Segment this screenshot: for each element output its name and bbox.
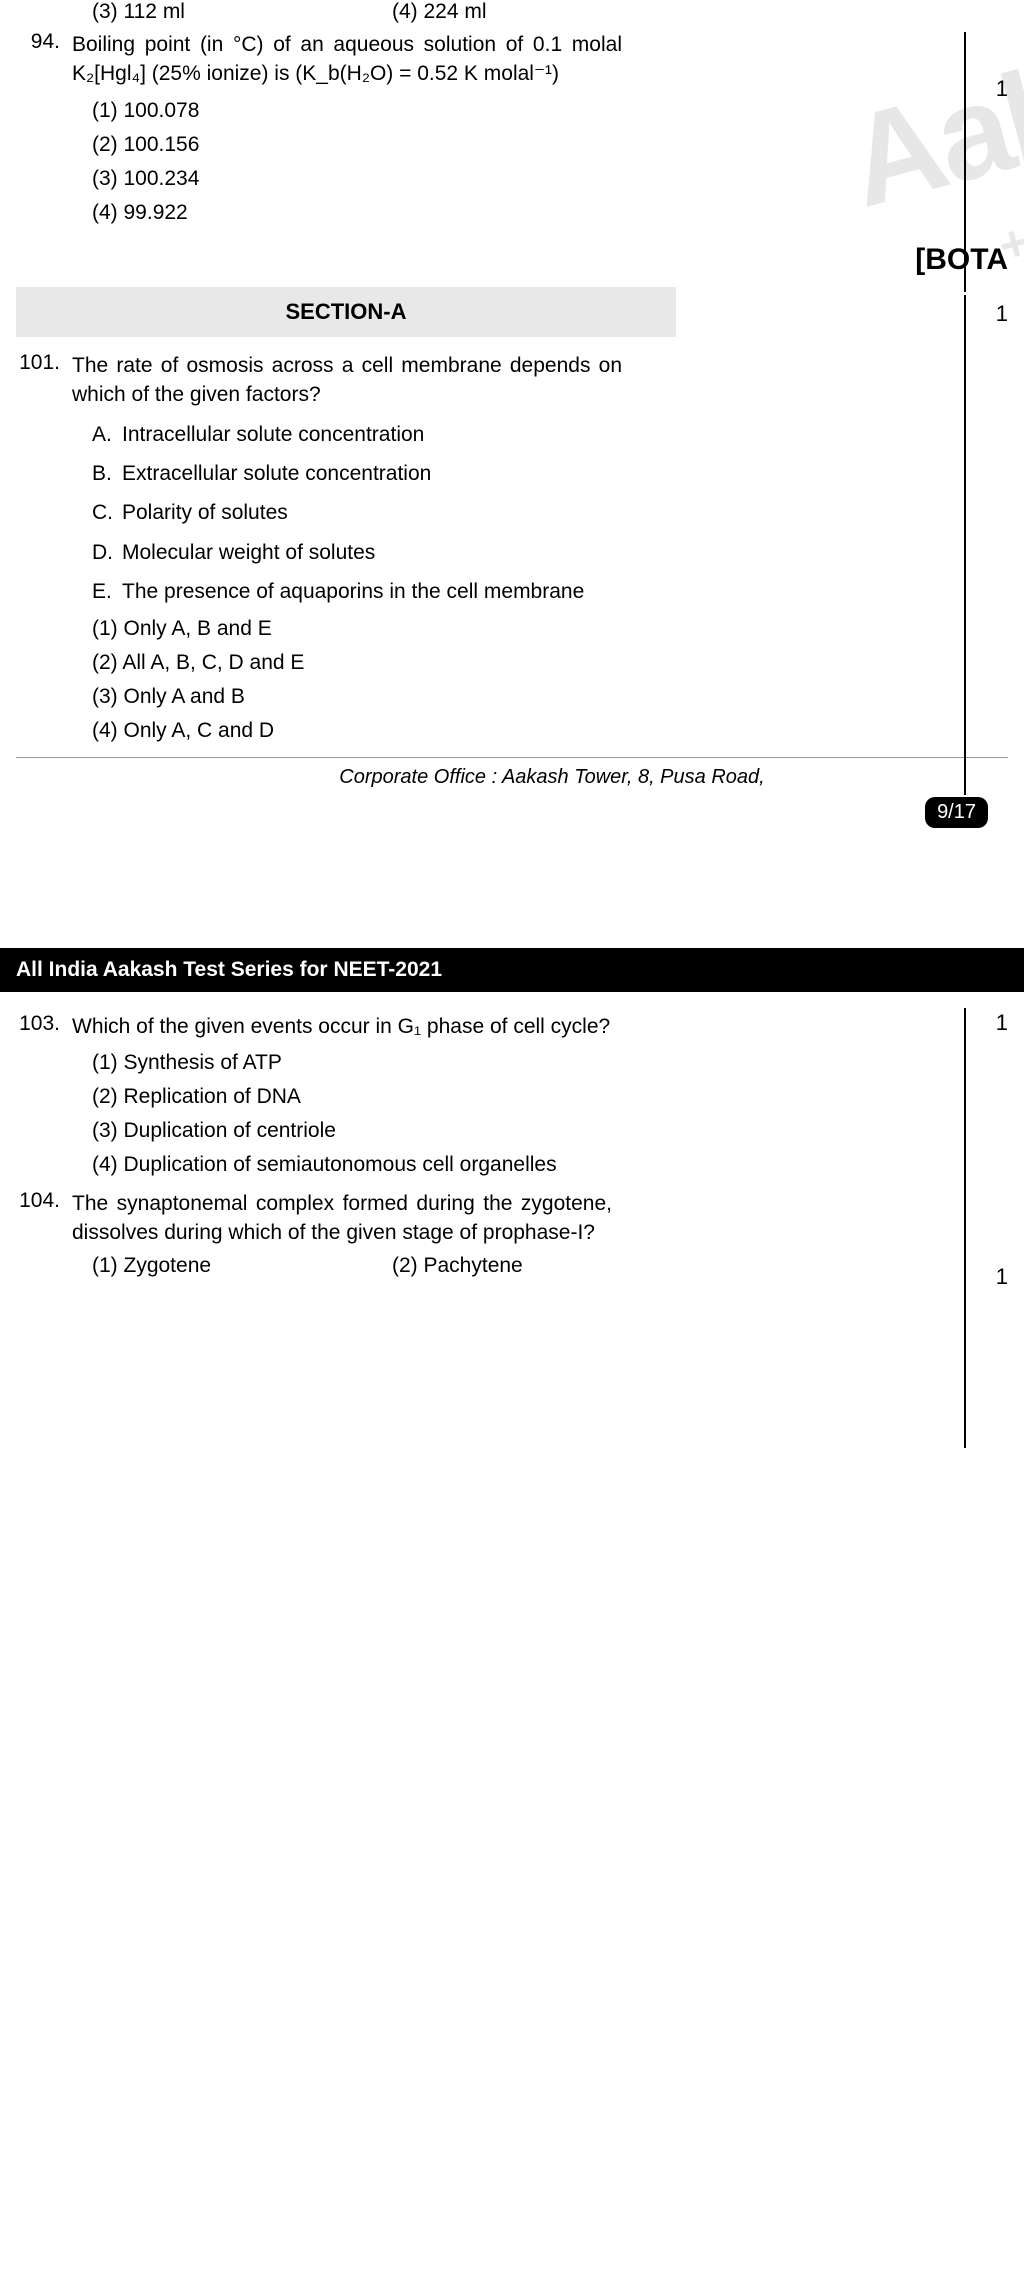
q101-text: The rate of osmosis across a cell membra… [72,351,662,410]
q101-sub-a: A.Intracellular solute concentration [92,420,1008,449]
q103-option-2: (2) Replication of DNA [92,1085,1008,1109]
q101-sub-d: D.Molecular weight of solutes [92,538,1008,567]
q103-option-3: (3) Duplication of centriole [92,1119,1008,1143]
q104-option-1: (1) Zygotene [92,1254,392,1278]
q103-option-1: (1) Synthesis of ATP [92,1051,1008,1075]
vertical-divider [964,1008,966,1448]
q93-option-4: (4) 224 ml [392,0,692,24]
q103-row: 103. Which of the given events occur in … [16,1012,1008,1041]
q94-option-2: (2) 100.156 [92,133,1008,157]
q101-options: (1) Only A, B and E (2) All A, B, C, D a… [16,617,1008,743]
q93-options-row: (3) 112 ml (4) 224 ml [16,0,1008,24]
q101-sub-b: B.Extracellular solute concentration [92,459,1008,488]
subject-header-cut: [BOTA [16,243,1008,277]
right-cut-text-section: 1 [996,301,1008,327]
q101-option-4: (4) Only A, C and D [92,719,1008,743]
q103-text: Which of the given events occur in G₁ ph… [72,1012,652,1041]
page-number-badge: 9/17 [925,797,988,828]
horizontal-divider [16,757,1008,758]
q104-option-2: (2) Pachytene [392,1254,692,1278]
q93-option-3: (3) 112 ml [92,0,392,24]
q94-option-4: (4) 99.922 [92,201,1008,225]
q101-option-1: (1) Only A, B and E [92,617,1008,641]
right-cut-text-1: 1 [996,76,1008,102]
q94-row: 94. Boiling point (in °C) of an aqueous … [16,30,1008,89]
right-cut-text-q104: 1 [996,1264,1008,1290]
q104-row: 104. The synaptonemal complex formed dur… [16,1189,1008,1248]
q101-option-2: (2) All A, B, C, D and E [92,651,1008,675]
q101-sub-e: E.The presence of aquaporins in the cell… [92,577,1008,606]
q103-options: (1) Synthesis of ATP (2) Replication of … [16,1051,1008,1177]
q94-options: (1) 100.078 (2) 100.156 (3) 100.234 (4) … [16,99,1008,225]
test-series-band: All India Aakash Test Series for NEET-20… [0,948,1024,992]
q104-options-row: (1) Zygotene (2) Pachytene [16,1254,1008,1278]
vertical-divider [964,295,966,795]
section-a-band: SECTION-A [16,287,676,337]
corporate-footer-text: Corporate Office : Aakash Tower, 8, Pusa… [339,766,764,788]
q103-option-4: (4) Duplication of semiautonomous cell o… [92,1153,1008,1177]
q101-number: 101. [16,351,72,410]
q104-number: 104. [16,1189,72,1248]
q94-option-3: (3) 100.234 [92,167,1008,191]
q94-option-1: (1) 100.078 [92,99,1008,123]
q101-row: 101. The rate of osmosis across a cell m… [16,351,1008,410]
q94-number: 94. [16,30,72,89]
q103-number: 103. [16,1012,72,1041]
q101-subfactors: A.Intracellular solute concentration B.E… [16,420,1008,607]
corporate-footer: Corporate Office : Aakash Tower, 8, Pusa… [16,766,1008,789]
right-cut-text-q103: 1 [996,1010,1008,1036]
q104-text: The synaptonemal complex formed during t… [72,1189,652,1248]
q94-text: Boiling point (in °C) of an aqueous solu… [72,30,662,89]
vertical-divider [964,32,966,292]
q101-sub-c: C.Polarity of solutes [92,498,1008,527]
q101-option-3: (3) Only A and B [92,685,1008,709]
